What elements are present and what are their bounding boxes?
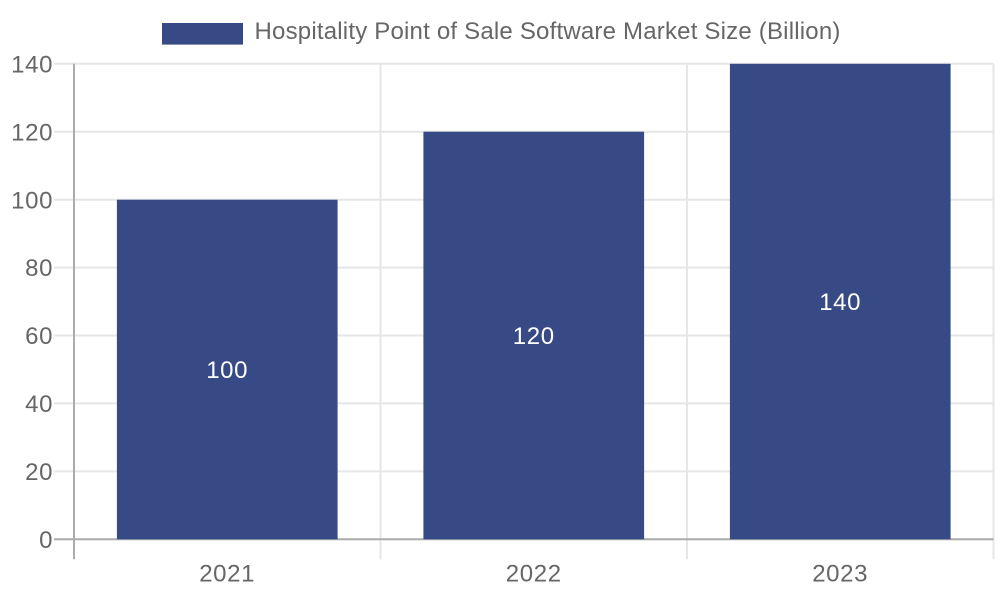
svg-text:120: 120 [11, 119, 53, 146]
svg-text:2022: 2022 [506, 560, 562, 587]
svg-text:80: 80 [25, 255, 53, 282]
svg-text:2023: 2023 [812, 560, 868, 587]
svg-text:120: 120 [513, 323, 555, 350]
svg-text:0: 0 [39, 527, 53, 554]
svg-text:40: 40 [25, 391, 53, 418]
svg-text:140: 140 [819, 289, 861, 316]
svg-text:140: 140 [11, 51, 53, 78]
svg-text:100: 100 [206, 357, 248, 384]
svg-text:Hospitality Point of Sale Soft: Hospitality Point of Sale Software Marke… [255, 18, 841, 45]
svg-text:2021: 2021 [199, 560, 255, 587]
svg-text:20: 20 [25, 459, 53, 486]
svg-text:100: 100 [11, 187, 53, 214]
svg-text:60: 60 [25, 323, 53, 350]
